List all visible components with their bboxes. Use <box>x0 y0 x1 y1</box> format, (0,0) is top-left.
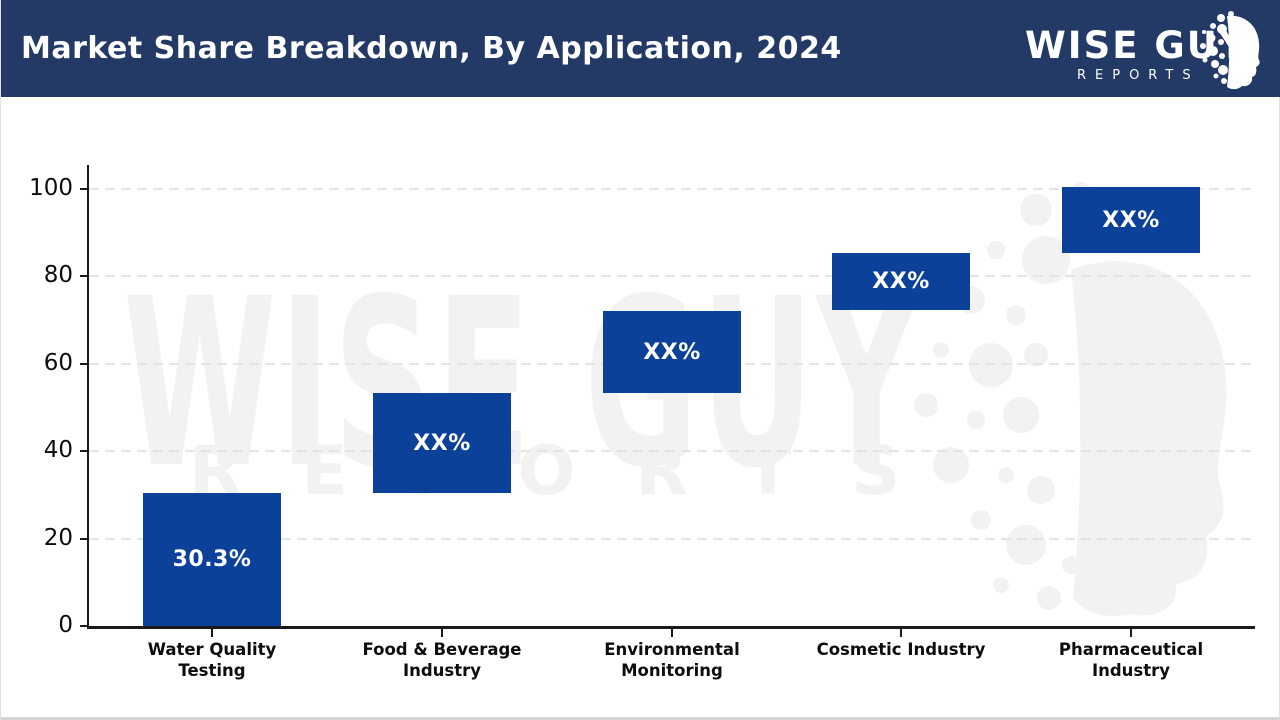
x-category-label: Water Quality Testing <box>147 640 277 680</box>
page-title: Market Share Breakdown, By Application, … <box>21 31 842 66</box>
bottom-border <box>1 717 1280 720</box>
waterfall-bar-segment: XX% <box>832 252 970 311</box>
y-axis-line <box>87 165 89 627</box>
bar-value-label: 30.3% <box>172 547 252 573</box>
watermark-subtitle: REPORTS <box>189 432 961 511</box>
bar-value-label: XX% <box>1102 207 1160 233</box>
y-tick-mark <box>80 625 88 627</box>
x-tick-mark <box>441 629 443 637</box>
x-category-label: Environmental Monitoring <box>604 640 740 680</box>
x-category-label: Food & Beverage Industry <box>362 640 522 680</box>
x-tick-mark <box>211 629 213 637</box>
bar-value-label: XX% <box>872 269 930 295</box>
watermark-wordmark: WISE GUY <box>123 249 920 519</box>
wise-guy-logo: WISE GUY REPORTS <box>1013 8 1263 90</box>
waterfall-bar-segment: 30.3% <box>143 493 281 626</box>
y-tick-mark <box>80 537 88 540</box>
logo-wordmark: WISE GUY <box>1025 24 1248 67</box>
y-tick-label: 80 <box>43 262 73 289</box>
gridline <box>89 537 1255 540</box>
y-tick-label: 40 <box>43 437 73 464</box>
bar-value-label: XX% <box>413 430 471 456</box>
logo-subtitle: REPORTS <box>1076 68 1200 83</box>
y-tick-mark <box>80 187 88 190</box>
gridline <box>89 450 1255 453</box>
waterfall-bar-segment: XX% <box>373 392 511 494</box>
y-tick-label: 20 <box>43 524 73 551</box>
gridline <box>89 275 1255 278</box>
gridline <box>89 187 1255 190</box>
y-tick-label: 0 <box>58 612 73 638</box>
waterfall-bar-segment: XX% <box>603 311 741 393</box>
x-tick-mark <box>900 629 902 637</box>
y-tick-mark <box>80 450 88 453</box>
y-tick-mark <box>80 362 88 365</box>
x-category-label: Cosmetic Industry <box>816 640 986 659</box>
header-band: Market Share Breakdown, By Application, … <box>1 0 1280 97</box>
y-tick-mark <box>80 275 88 278</box>
x-axis-line <box>87 626 1255 629</box>
x-tick-mark <box>1130 629 1132 637</box>
y-tick-label: 100 <box>29 174 73 201</box>
dotted-head-icon <box>1200 11 1260 90</box>
x-tick-mark <box>671 629 673 637</box>
x-category-label: Pharmaceutical Industry <box>1058 640 1204 680</box>
waterfall-bar-segment: XX% <box>1062 187 1200 253</box>
y-tick-label: 60 <box>43 349 73 376</box>
logo-text: WISE GUY REPORTS <box>1025 24 1248 83</box>
bar-value-label: XX% <box>643 339 701 365</box>
